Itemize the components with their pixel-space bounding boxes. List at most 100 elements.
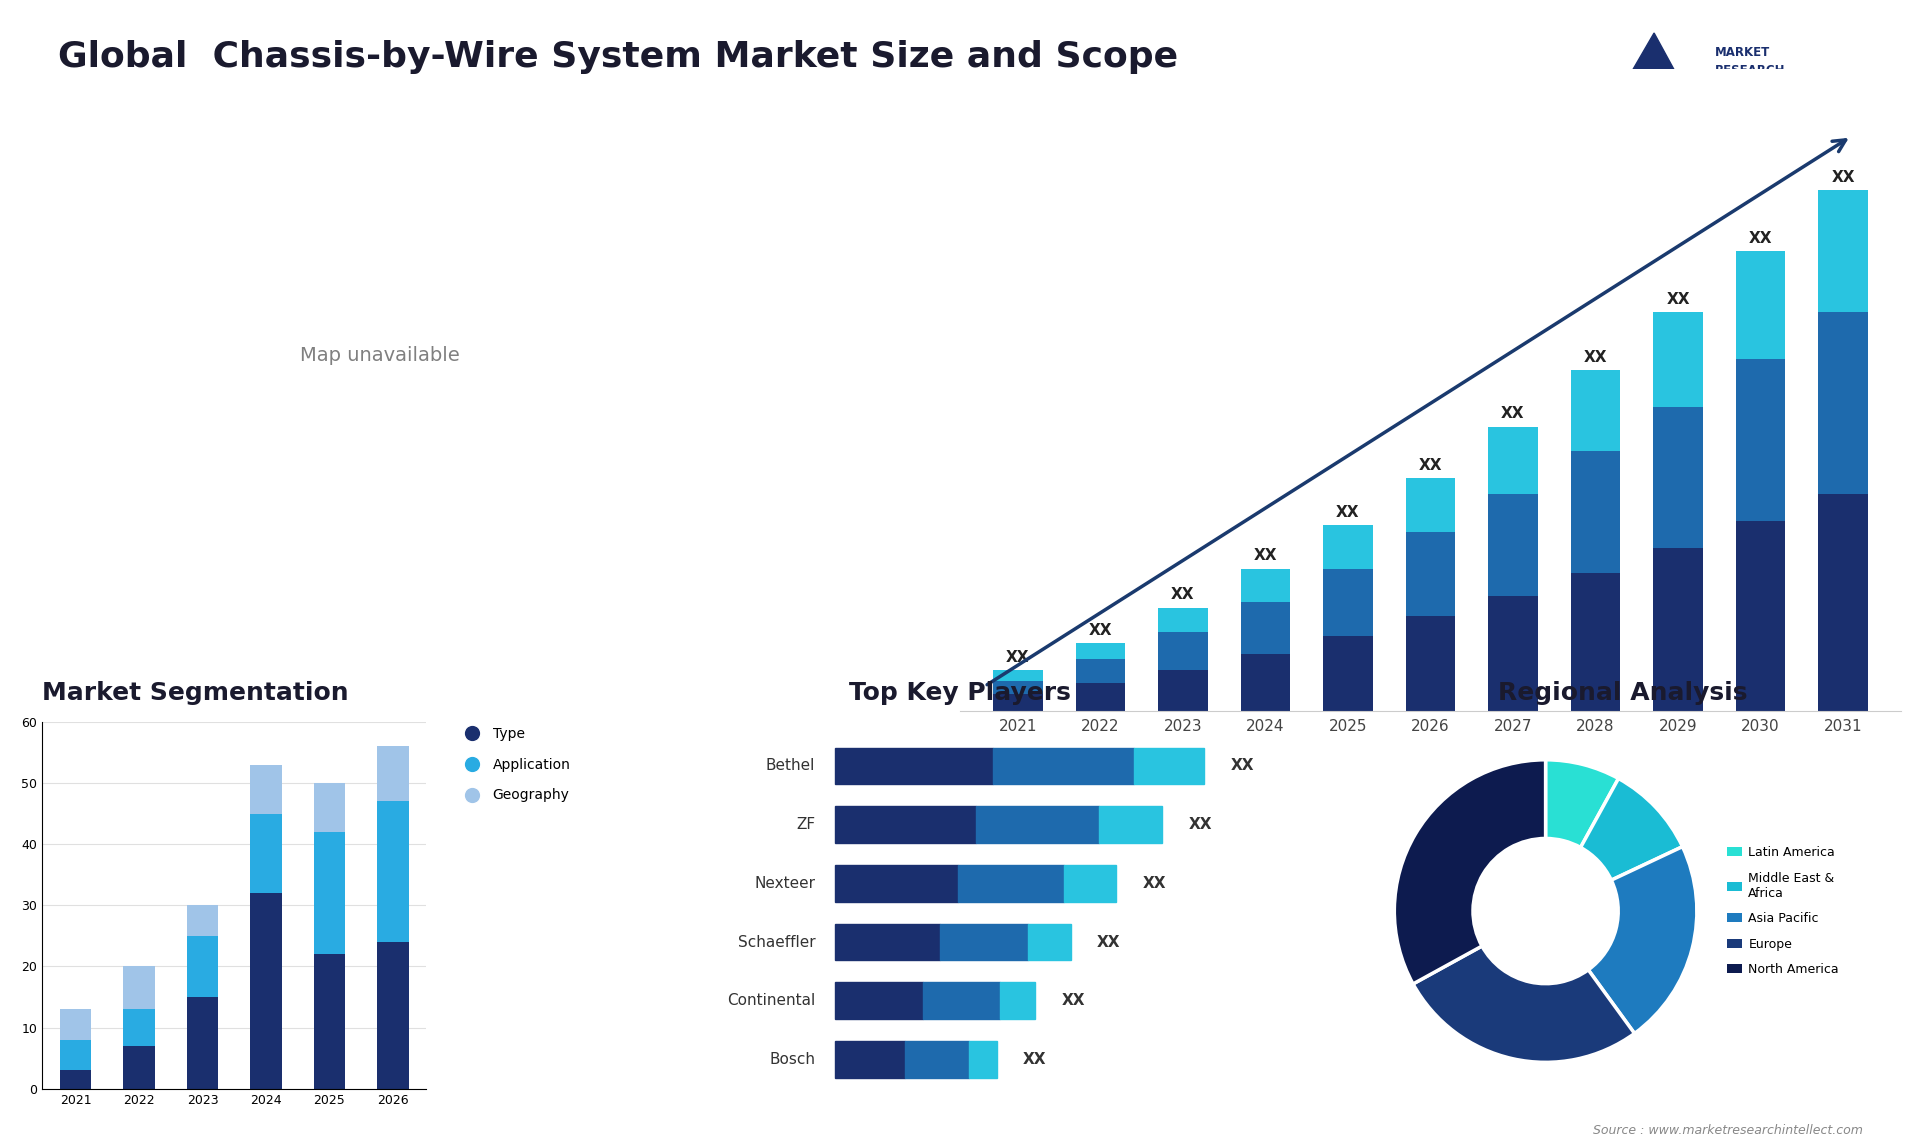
Text: XX: XX <box>1584 350 1607 364</box>
Bar <box>1488 596 1538 711</box>
Text: XX: XX <box>1089 622 1112 637</box>
Bar <box>993 694 1043 711</box>
Bar <box>313 783 346 832</box>
FancyBboxPatch shape <box>835 807 975 843</box>
FancyBboxPatch shape <box>1135 747 1204 784</box>
Bar <box>376 801 409 942</box>
FancyBboxPatch shape <box>835 924 941 960</box>
FancyBboxPatch shape <box>1064 865 1116 902</box>
Bar <box>250 814 282 893</box>
Text: Source : www.marketresearchintellect.com: Source : www.marketresearchintellect.com <box>1592 1124 1862 1137</box>
FancyBboxPatch shape <box>1000 982 1035 1019</box>
Bar <box>1240 568 1290 603</box>
Text: Map unavailable: Map unavailable <box>300 346 459 364</box>
Bar <box>1736 521 1786 711</box>
Wedge shape <box>1394 760 1546 984</box>
Bar <box>1818 190 1868 312</box>
Text: XX: XX <box>1231 759 1254 774</box>
FancyBboxPatch shape <box>835 982 924 1019</box>
Text: XX: XX <box>1254 548 1277 563</box>
Bar <box>1653 312 1703 407</box>
Bar <box>1488 494 1538 596</box>
Bar <box>60 1010 92 1039</box>
Bar <box>186 936 219 997</box>
Text: Bethel: Bethel <box>766 759 816 774</box>
Wedge shape <box>1413 947 1634 1062</box>
Text: Schaeffler: Schaeffler <box>737 934 816 950</box>
Text: XX: XX <box>1188 817 1212 832</box>
Bar <box>1240 653 1290 711</box>
Bar <box>1323 636 1373 711</box>
Text: Nexteer: Nexteer <box>755 876 816 890</box>
Bar <box>60 1070 92 1089</box>
Bar <box>1571 573 1620 711</box>
FancyBboxPatch shape <box>835 865 958 902</box>
Bar <box>1405 478 1455 532</box>
Bar <box>1075 683 1125 711</box>
Bar <box>60 1039 92 1070</box>
Bar <box>1653 407 1703 549</box>
FancyBboxPatch shape <box>904 1041 968 1077</box>
Text: Top Key Players: Top Key Players <box>849 681 1071 705</box>
Text: XX: XX <box>1667 291 1690 306</box>
Legend: Type, Application, Geography: Type, Application, Geography <box>453 722 576 808</box>
FancyBboxPatch shape <box>975 807 1098 843</box>
Bar <box>1405 615 1455 711</box>
Bar <box>123 1010 156 1046</box>
Text: XX: XX <box>1023 1052 1046 1067</box>
Bar <box>1158 670 1208 711</box>
FancyBboxPatch shape <box>968 1041 996 1077</box>
Bar <box>1075 659 1125 683</box>
Bar <box>1736 359 1786 521</box>
FancyBboxPatch shape <box>941 924 1029 960</box>
Bar <box>376 746 409 801</box>
Bar <box>993 670 1043 681</box>
Text: MARKET
RESEARCH
INTELLECT: MARKET RESEARCH INTELLECT <box>1715 46 1786 95</box>
Text: XX: XX <box>1171 588 1194 603</box>
Text: XX: XX <box>1062 994 1085 1008</box>
Bar <box>313 832 346 955</box>
Bar <box>1323 525 1373 568</box>
Bar <box>1653 549 1703 711</box>
Bar <box>1405 532 1455 615</box>
Bar <box>376 942 409 1089</box>
Text: XX: XX <box>1501 407 1524 422</box>
Bar <box>1571 452 1620 573</box>
FancyBboxPatch shape <box>835 1041 904 1077</box>
Bar <box>1240 603 1290 653</box>
FancyBboxPatch shape <box>958 865 1064 902</box>
Text: XX: XX <box>1142 876 1165 890</box>
Text: XX: XX <box>1832 170 1855 185</box>
Wedge shape <box>1588 847 1697 1034</box>
Bar <box>186 997 219 1089</box>
FancyBboxPatch shape <box>1098 807 1162 843</box>
Bar <box>250 893 282 1089</box>
Bar <box>250 764 282 814</box>
FancyBboxPatch shape <box>1029 924 1071 960</box>
Wedge shape <box>1580 778 1682 880</box>
Text: Global  Chassis-by-Wire System Market Size and Scope: Global Chassis-by-Wire System Market Siz… <box>58 40 1177 74</box>
Bar <box>1818 312 1868 494</box>
Text: Bosch: Bosch <box>770 1052 816 1067</box>
Text: ZF: ZF <box>797 817 816 832</box>
Bar <box>1158 633 1208 670</box>
Text: Market Segmentation: Market Segmentation <box>42 681 349 705</box>
Legend: Latin America, Middle East &
Africa, Asia Pacific, Europe, North America: Latin America, Middle East & Africa, Asi… <box>1722 841 1843 981</box>
Bar <box>123 966 156 1010</box>
Bar <box>1075 643 1125 659</box>
Bar <box>123 1046 156 1089</box>
Bar <box>1571 370 1620 452</box>
Bar <box>1488 426 1538 494</box>
FancyBboxPatch shape <box>993 747 1135 784</box>
Polygon shape <box>1605 33 1701 118</box>
Text: XX: XX <box>1419 457 1442 473</box>
Bar <box>1323 568 1373 636</box>
Wedge shape <box>1546 760 1619 847</box>
Bar <box>1818 494 1868 711</box>
Bar <box>313 955 346 1089</box>
FancyBboxPatch shape <box>924 982 1000 1019</box>
Bar <box>1158 607 1208 633</box>
Bar <box>186 905 219 936</box>
Text: XX: XX <box>1096 934 1119 950</box>
Bar <box>993 681 1043 694</box>
